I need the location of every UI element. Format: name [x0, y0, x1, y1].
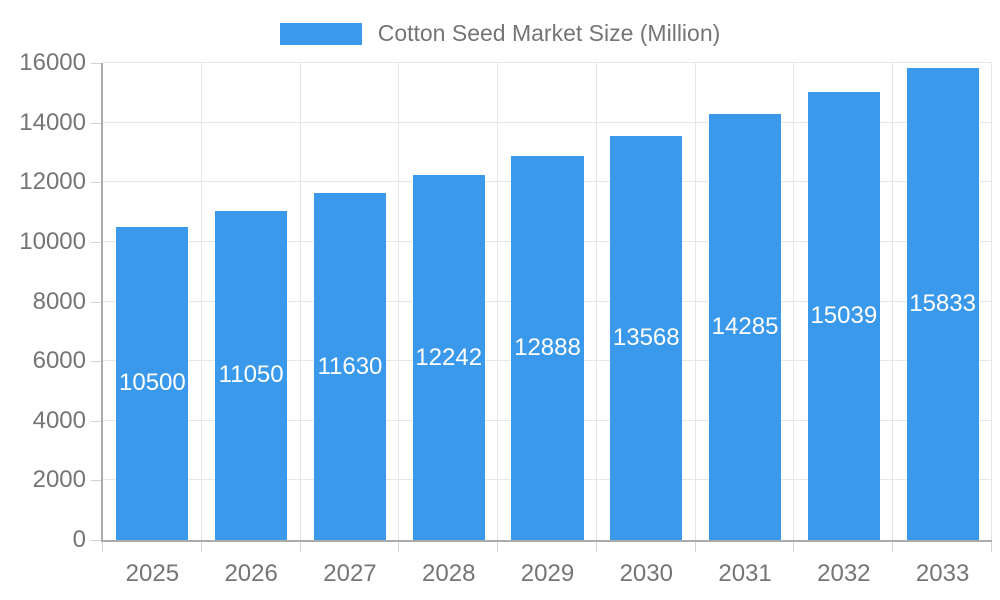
v-gridline: [595, 63, 597, 540]
h-gridline: [103, 62, 992, 63]
y-axis-tick: [91, 122, 101, 124]
x-axis-tick-label: 2030: [619, 560, 673, 587]
v-gridline: [892, 63, 894, 540]
legend-label: Cotton Seed Market Size (Million): [377, 20, 721, 46]
y-axis-tick-label: 0: [72, 526, 86, 553]
bar-value-label: 14285: [711, 313, 779, 341]
x-axis-tick: [991, 542, 992, 552]
legend-swatch: [279, 22, 362, 45]
v-gridline: [694, 63, 696, 540]
y-axis-tick: [91, 63, 101, 64]
bar-value-label: 12888: [514, 333, 581, 361]
v-gridline: [299, 63, 301, 540]
x-axis-tick: [497, 542, 499, 552]
legend[interactable]: Cotton Seed Market Size (Million): [0, 20, 1000, 47]
x-axis-tick: [200, 542, 202, 552]
x-axis-tick-label: 2032: [817, 560, 871, 587]
x-axis-tick-label: 2028: [422, 560, 476, 587]
v-gridline: [497, 63, 499, 540]
y-axis-tick: [91, 420, 101, 422]
x-axis-tick: [694, 542, 696, 552]
bar-2025[interactable]: 10500: [116, 226, 189, 540]
y-axis-tick-label: 14000: [19, 108, 86, 136]
x-axis-tick-label: 2029: [520, 560, 575, 587]
v-gridline: [793, 63, 795, 540]
bar-value-label: 11630: [317, 352, 383, 380]
x-axis-tick-label: 2026: [224, 560, 278, 587]
bar-2030[interactable]: 13568: [610, 135, 683, 540]
bar-value-label: 12242: [415, 343, 483, 371]
bar-2031[interactable]: 14285: [709, 114, 782, 540]
plot-area: 10500 11050 11630 12242 12888 13568 14285 15039…: [91, 62, 992, 552]
x-axis-tick-label: 2027: [323, 560, 377, 587]
y-axis-tick: [91, 241, 101, 243]
bar-value-label: 11050: [218, 361, 284, 389]
x-axis-tick: [398, 542, 400, 552]
x-axis-tick: [793, 542, 795, 552]
v-gridline: [200, 63, 202, 540]
v-gridline: [991, 63, 992, 540]
y-axis-tick-label: 8000: [32, 287, 86, 315]
y-axis-tick-label: 12000: [19, 168, 86, 196]
bar-2027[interactable]: 11630: [313, 193, 386, 540]
x-axis-tick: [892, 542, 894, 552]
y-axis-tick-label: 2000: [32, 466, 86, 494]
bar-value-label: 13568: [612, 323, 680, 351]
y-axis-tick-label: 10000: [19, 227, 86, 255]
y-axis-tick: [91, 301, 101, 303]
x-axis-tick-label: 2031: [718, 560, 772, 587]
x-axis-tick: [102, 542, 103, 552]
bar-2032[interactable]: 15039: [807, 91, 880, 540]
y-axis-tick-label: 6000: [32, 347, 86, 375]
y-axis-tick: [91, 361, 101, 363]
y-axis-tick: [91, 182, 101, 184]
h-gridline: [103, 121, 992, 123]
bar-2026[interactable]: 11050: [215, 210, 288, 540]
x-axis-tick: [595, 542, 597, 552]
y-axis-tick: [91, 480, 101, 482]
bar-2028[interactable]: 12242: [412, 175, 485, 540]
bar-value-label: 15833: [909, 289, 976, 317]
bar-value-label: 10500: [119, 369, 186, 397]
x-axis-tick-label: 2033: [915, 560, 970, 587]
bar-2033[interactable]: 15833: [906, 67, 979, 540]
bar-2029[interactable]: 12888: [511, 155, 584, 540]
y-axis-tick: [91, 540, 101, 541]
x-axis-tick: [299, 542, 301, 552]
y-axis-tick-label: 16000: [19, 49, 86, 76]
v-gridline: [398, 63, 400, 540]
x-axis-tick-label: 2025: [125, 560, 180, 587]
bar-value-label: 15039: [810, 301, 878, 329]
y-axis-tick-label: 4000: [32, 406, 86, 434]
